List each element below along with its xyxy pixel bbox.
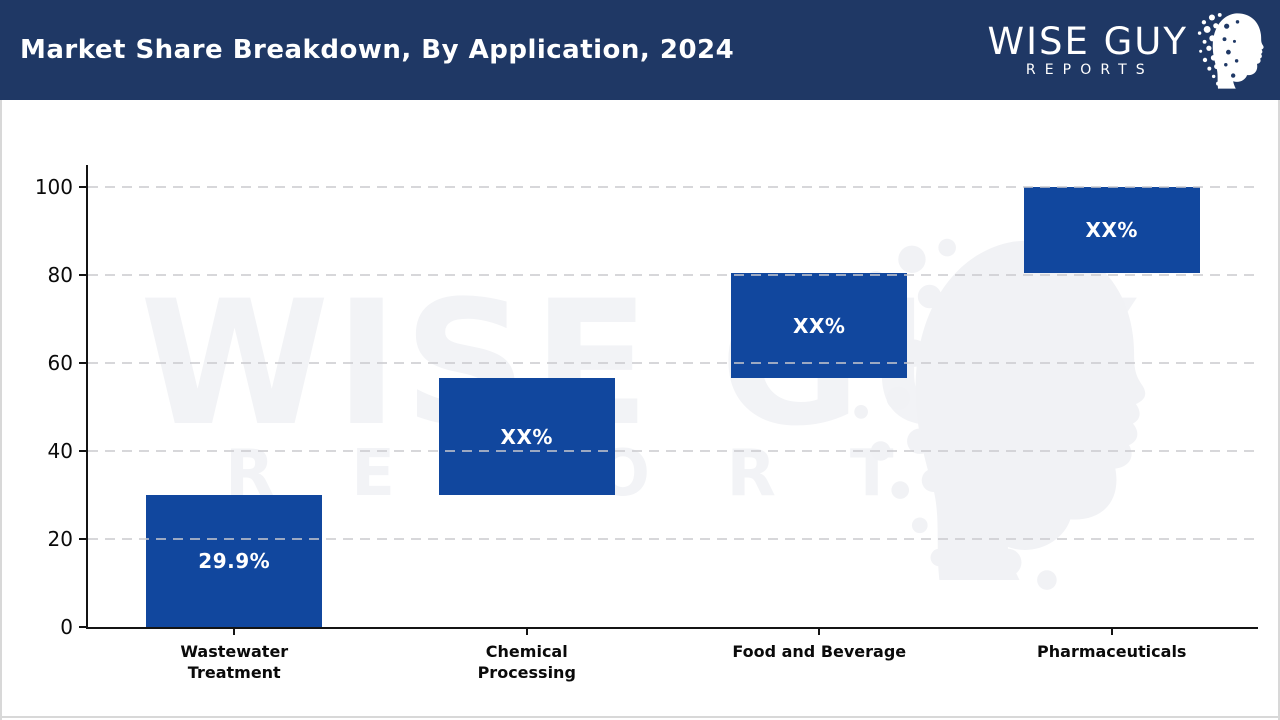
bar-value-label: 29.9% — [198, 549, 271, 574]
wiseguy-logo-text: WISE GUY REPORTS — [988, 23, 1188, 77]
y-axis-tick-label: 40 — [47, 439, 73, 463]
page-title: Market Share Breakdown, By Application, … — [20, 35, 735, 65]
bar-pharmaceuticals: XX% — [1023, 187, 1200, 273]
category-label: Wastewater Treatment — [180, 642, 289, 683]
gridline-40 — [88, 450, 1258, 452]
bar-value-label: XX% — [500, 424, 553, 449]
y-axis-tick — [79, 362, 88, 364]
bar-chemical-processing: XX% — [438, 378, 615, 496]
x-axis-tick — [1110, 627, 1113, 635]
category-label: Chemical Processing — [477, 642, 576, 683]
logo-name: WISE GUY — [987, 20, 1188, 63]
gridline-80 — [88, 274, 1258, 276]
x-axis-tick — [233, 627, 236, 635]
y-axis-tick — [79, 274, 88, 276]
category-label: Food and Beverage — [732, 642, 907, 661]
y-axis-tick-label: 60 — [47, 351, 73, 375]
header: Market Share Breakdown, By Application, … — [0, 0, 1280, 100]
y-axis-tick-label: 0 — [60, 615, 73, 639]
category-label: Pharmaceuticals — [1037, 642, 1187, 661]
watermark-head-icon — [848, 238, 1146, 590]
y-axis-tick — [79, 626, 88, 628]
bar-food-and-beverage: XX% — [731, 272, 908, 379]
y-axis-tick-label: 20 — [47, 527, 73, 551]
y-axis-tick — [79, 450, 88, 452]
gridline-60 — [88, 362, 1258, 364]
bar-value-label: XX% — [1085, 217, 1138, 242]
y-axis-tick-label: 80 — [47, 263, 73, 287]
frame-border-bottom — [0, 716, 1280, 718]
y-axis-tick-label: 100 — [34, 175, 73, 199]
bar-value-label: XX% — [793, 313, 846, 338]
y-axis-tick — [79, 186, 88, 188]
y-axis-line — [86, 165, 88, 629]
wiseguy-head-icon — [1197, 12, 1264, 89]
x-axis-line — [86, 627, 1258, 629]
wiseguy-logo: WISE GUY REPORTS — [988, 8, 1270, 92]
y-axis-tick — [79, 538, 88, 540]
x-axis-tick — [818, 627, 821, 635]
bar-wastewater-treatment: 29.9% — [146, 495, 323, 627]
frame-border-left — [0, 100, 2, 720]
gridline-100 — [88, 186, 1258, 188]
frame-border-right — [1278, 100, 1280, 720]
x-axis-tick — [525, 627, 528, 635]
gridline-20 — [88, 538, 1258, 540]
logo-sub: REPORTS — [1025, 62, 1154, 78]
